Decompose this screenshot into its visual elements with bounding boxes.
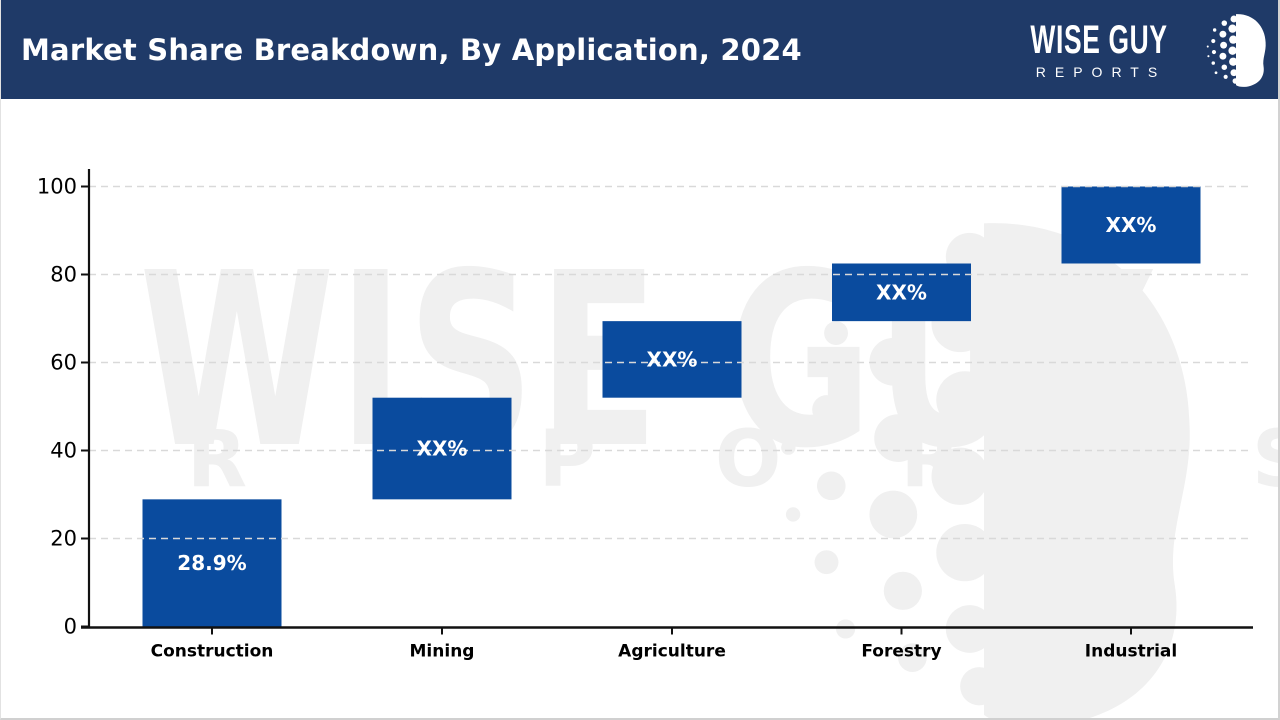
watermark-face-icon [781,223,1190,718]
logo-text: WISE GUY REPORTS [995,20,1203,79]
bar-construction [142,499,282,627]
y-tick-label: 0 [64,615,77,639]
waterfall-chart: 28.9% XX% XX% XX% XX% 0 20 40 60 80 100 Constructio… [37,169,1253,662]
y-tick-label: 80 [50,263,77,287]
logo-wordmark: WISE GUY [1030,18,1168,62]
y-tick-label: 60 [50,351,77,375]
bar-value-label: XX% [417,437,468,461]
bar-value-label: 28.9% [177,551,246,575]
bar-industrial [1061,186,1201,264]
x-category-label: Construction [151,642,274,662]
report-header: Market Share Breakdown, By Application, … [1,0,1278,99]
y-tick-label: 20 [50,527,77,551]
bar-value-label: XX% [647,347,698,371]
x-category-label: Mining [410,642,475,662]
bar-value-label: XX% [876,280,927,304]
wiseguy-logo: WISE GUY REPORTS [995,10,1267,90]
bar-forestry [832,263,971,322]
x-category-label: Industrial [1085,642,1177,662]
y-tick-label: 100 [37,175,77,199]
bar-agriculture [602,321,742,398]
logo-subtext: REPORTS [1035,64,1167,80]
chart-area: WISE GUY R E P O R T S 28.9% XX% XX% XX% XX%… [1,99,1278,718]
wiseguy-face-icon [1206,13,1266,87]
bar-mining [372,397,512,500]
chart-title: Market Share Breakdown, By Application, … [21,32,802,67]
bar-value-label: XX% [1106,213,1157,237]
x-category-label: Forestry [861,642,941,662]
x-category-label: Agriculture [618,642,726,662]
y-tick-label: 40 [50,439,77,463]
